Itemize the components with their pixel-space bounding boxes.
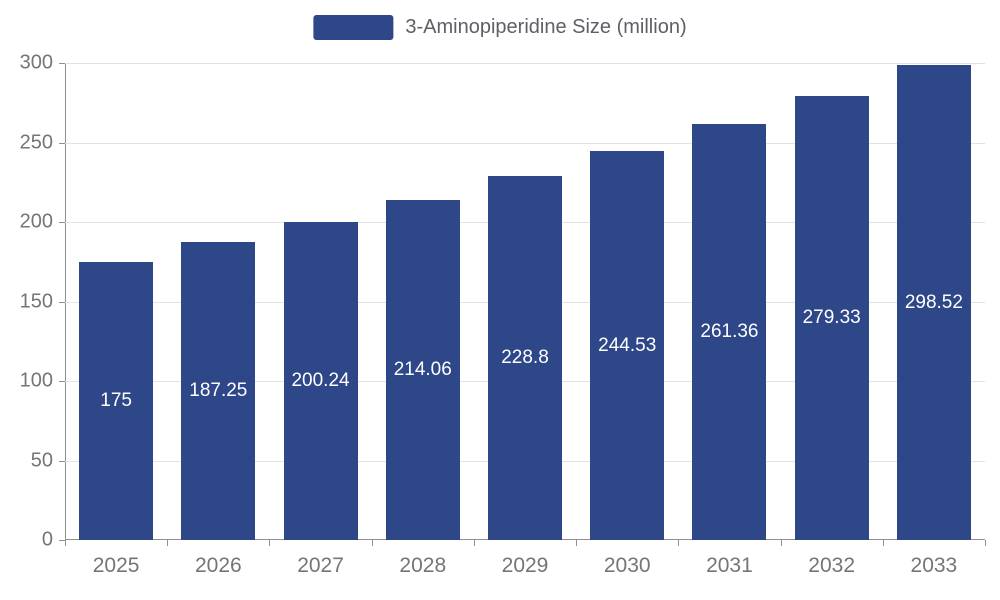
y-tick-label: 250 bbox=[19, 131, 53, 153]
x-tick-label: 2026 bbox=[194, 554, 242, 577]
y-tick-label: 100 bbox=[19, 369, 53, 392]
bar-value-label: 187.25 bbox=[189, 380, 248, 402]
bar[interactable]: 175 bbox=[79, 261, 154, 540]
y-tick-label: 200 bbox=[19, 210, 53, 233]
bar-value-label: 244.53 bbox=[598, 334, 657, 356]
bar[interactable]: 200.24 bbox=[283, 221, 358, 540]
x-tick-label: 2028 bbox=[399, 554, 447, 577]
gridline bbox=[65, 142, 985, 144]
bar[interactable]: 279.33 bbox=[794, 95, 869, 540]
y-tick-label: 150 bbox=[19, 290, 53, 312]
x-tick-label: 2032 bbox=[808, 554, 856, 577]
x-tick-label: 2029 bbox=[501, 554, 549, 577]
x-axis-tick bbox=[269, 540, 271, 546]
y-axis-tick bbox=[59, 63, 65, 64]
x-axis-tick bbox=[473, 540, 475, 546]
bar-value-label: 279.33 bbox=[802, 306, 861, 328]
x-axis-tick bbox=[780, 540, 782, 546]
bar[interactable]: 187.25 bbox=[181, 242, 256, 540]
x-axis-tick bbox=[882, 540, 884, 546]
y-axis-tick bbox=[59, 460, 65, 462]
y-axis-tick bbox=[59, 142, 65, 144]
plot-area: 0 50 100 150 200 250 300 175 2025 187.25 2026 200.2… bbox=[20, 52, 986, 577]
x-tick-label: 2030 bbox=[603, 554, 651, 577]
bar[interactable]: 298.52 bbox=[896, 65, 971, 540]
y-tick-label: 300 bbox=[19, 51, 53, 74]
y-axis-tick bbox=[59, 381, 65, 382]
y-axis-tick bbox=[59, 540, 65, 541]
y-tick-label: 0 bbox=[41, 528, 53, 551]
x-tick-label: 2027 bbox=[297, 554, 344, 577]
x-tick-label: 2025 bbox=[92, 554, 140, 577]
bar-value-label: 228.8 bbox=[501, 347, 549, 369]
bar[interactable]: 261.36 bbox=[692, 124, 767, 540]
bar-value-label: 200.24 bbox=[291, 369, 350, 391]
x-axis-tick bbox=[65, 540, 66, 546]
bar-value-label: 261.36 bbox=[700, 321, 759, 343]
bar-value-label: 175 bbox=[100, 389, 132, 411]
bar[interactable]: 214.06 bbox=[385, 199, 460, 540]
legend[interactable]: 3-Aminopiperidine Size (million) bbox=[313, 15, 687, 40]
bar[interactable]: 244.53 bbox=[590, 151, 665, 540]
legend-label: 3-Aminopiperidine Size (million) bbox=[405, 16, 687, 38]
x-axis-tick bbox=[985, 540, 986, 546]
x-tick-label: 2031 bbox=[706, 554, 753, 577]
bar-value-label: 214.06 bbox=[393, 358, 452, 380]
legend-swatch bbox=[313, 15, 394, 40]
y-axis-tick bbox=[59, 301, 65, 303]
x-axis-tick bbox=[371, 540, 373, 546]
x-tick-label: 2033 bbox=[910, 554, 958, 577]
gridline bbox=[65, 63, 985, 64]
bar[interactable]: 228.8 bbox=[488, 176, 562, 540]
y-tick-label: 50 bbox=[30, 449, 53, 471]
y-axis-tick bbox=[59, 222, 65, 223]
x-axis-tick bbox=[678, 540, 680, 546]
x-axis-tick bbox=[167, 540, 169, 546]
bar-value-label: 298.52 bbox=[904, 291, 963, 313]
x-axis-tick bbox=[576, 540, 578, 546]
